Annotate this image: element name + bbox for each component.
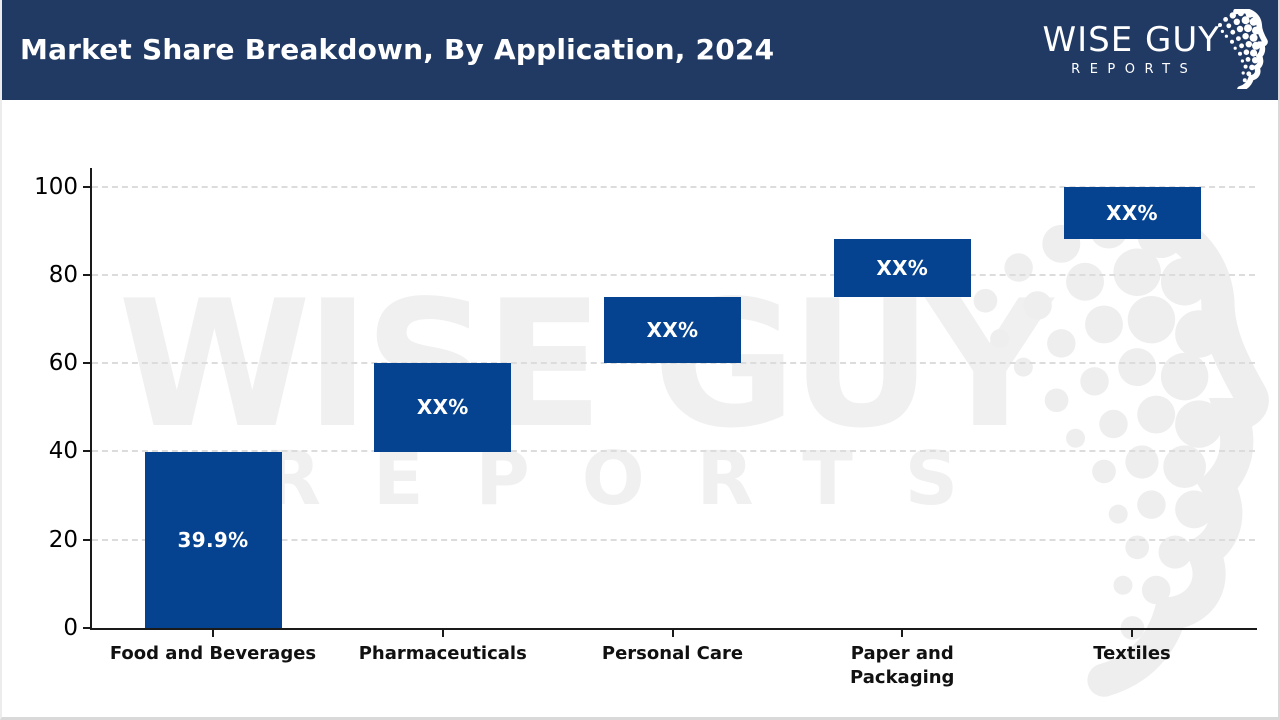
y-tick-mark [83,185,90,188]
x-category-label: Food and Beverages [109,643,317,664]
y-tick-label: 100 [34,173,78,200]
bar-value-label: XX% [876,255,929,280]
y-tick-label: 40 [48,438,78,465]
x-tick-mark [671,630,674,637]
bar-4: XX% [1063,186,1201,239]
x-tick-mark [441,630,444,637]
y-tick-mark [83,273,90,276]
header-bar: Market Share Breakdown, By Application, … [2,0,1278,100]
bar-1: XX% [374,363,512,452]
x-category-label: Personal Care [601,643,744,664]
gridline [92,362,1255,365]
bar-3: XX% [833,238,971,298]
watermark-text-reports: REPORTS [264,436,1011,522]
y-tick-label: 0 [63,615,78,641]
gridline [92,185,1255,188]
bar-value-label: XX% [646,318,699,343]
bar-0: 39.9% [144,451,282,628]
y-tick-label: 60 [48,350,78,377]
x-category-label: Paper and Packaging [850,643,955,689]
y-tick-label: 20 [48,526,78,553]
x-tick-mark [901,630,904,637]
logo-wordmark: WISE GUY [1042,20,1220,61]
y-tick-mark [83,627,90,629]
y-tick-mark [83,450,90,453]
x-category-label: Pharmaceuticals [358,643,527,664]
x-category-label: Textiles [1093,643,1171,664]
x-tick-mark [212,630,214,637]
x-tick-mark [1131,630,1133,637]
gridline [92,538,1255,541]
watermark-text-wiseguy: WISE GUY [118,264,1053,467]
wiseguy-face-icon [1218,9,1268,89]
plot-area: 39.9% XX% XX% XX% XX% [90,168,1257,630]
y-tick-mark [83,538,90,541]
page-title: Market Share Breakdown, By Application, … [20,33,775,66]
bar-value-label: 39.9% [177,527,249,552]
gridline [92,450,1255,453]
y-tick-mark [83,362,90,365]
gridline [92,273,1255,276]
bar-value-label: XX% [416,395,469,420]
wiseguy-logo: WISE GUY REPORTS [1042,9,1268,89]
y-tick-label: 80 [48,261,78,288]
bar-value-label: XX% [1106,200,1158,225]
logo-subtext: REPORTS [1071,61,1198,77]
bar-2: XX% [604,297,741,364]
